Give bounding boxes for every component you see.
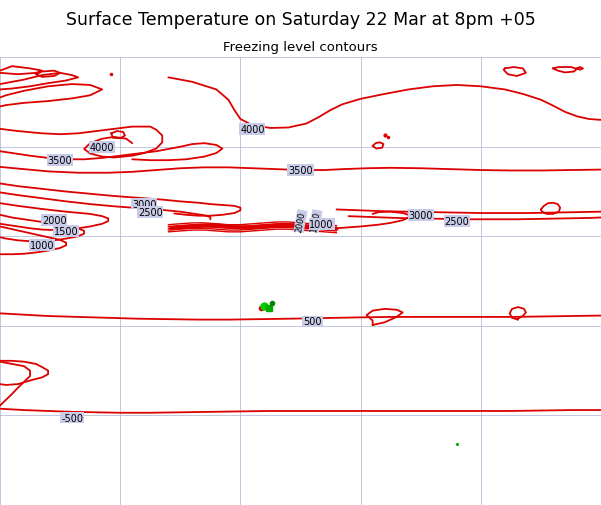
Text: 2000: 2000 bbox=[294, 211, 307, 233]
Text: 1500: 1500 bbox=[310, 211, 322, 233]
Text: 500: 500 bbox=[304, 317, 322, 327]
Text: Freezing level contours: Freezing level contours bbox=[223, 41, 378, 54]
Text: 3000: 3000 bbox=[132, 199, 156, 209]
Text: Surface Temperature on Saturday 22 Mar at 8pm +05: Surface Temperature on Saturday 22 Mar a… bbox=[66, 11, 535, 29]
Text: 4000: 4000 bbox=[90, 142, 114, 153]
Text: 3500: 3500 bbox=[48, 156, 72, 166]
Text: 1000: 1000 bbox=[310, 220, 334, 230]
Text: 3500: 3500 bbox=[288, 166, 313, 176]
Text: 1000: 1000 bbox=[30, 241, 54, 251]
Text: 2500: 2500 bbox=[138, 208, 163, 218]
Text: 2000: 2000 bbox=[42, 216, 66, 226]
Text: 4000: 4000 bbox=[240, 125, 264, 134]
Text: 1500: 1500 bbox=[54, 226, 78, 236]
Text: -500: -500 bbox=[61, 413, 83, 423]
Text: 2500: 2500 bbox=[444, 217, 469, 227]
Text: 3000: 3000 bbox=[409, 211, 433, 220]
